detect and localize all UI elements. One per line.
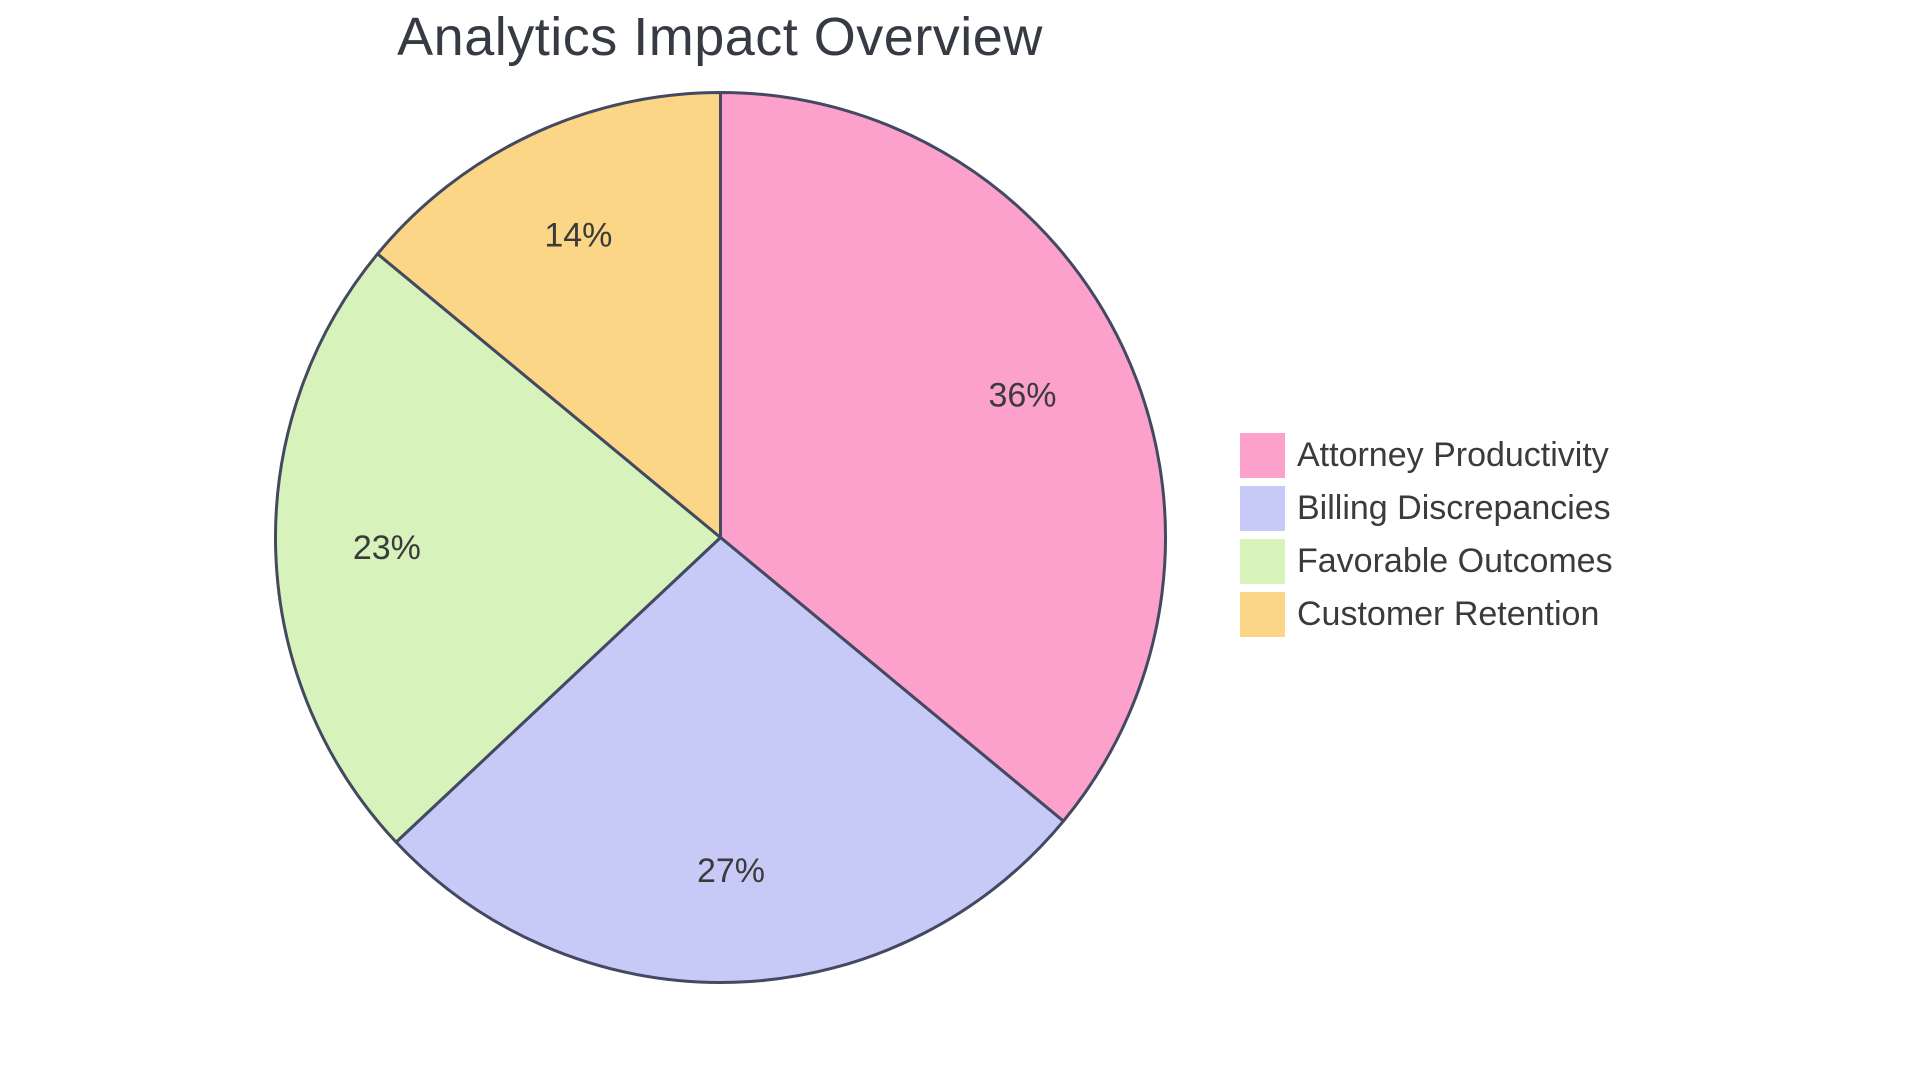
legend-item-0[interactable]: Attorney Productivity: [1240, 433, 1613, 478]
legend-item-1[interactable]: Billing Discrepancies: [1240, 486, 1613, 531]
legend: Attorney Productivity Billing Discrepanci…: [1240, 433, 1613, 637]
pie-slice-0[interactable]: [719, 91, 1167, 823]
slice-percent-label-0: 36%: [988, 376, 1056, 414]
slice-percent-label-2: 23%: [353, 529, 421, 567]
legend-item-2[interactable]: Favorable Outcomes: [1240, 539, 1613, 584]
legend-swatch-icon: [1240, 486, 1285, 531]
legend-swatch-icon: [1240, 539, 1285, 584]
pie-slice-1[interactable]: [394, 536, 1065, 984]
legend-swatch-icon: [1240, 433, 1285, 478]
slice-percent-label-1: 27%: [697, 852, 765, 890]
legend-label: Customer Retention: [1297, 595, 1600, 633]
legend-label: Favorable Outcomes: [1297, 542, 1613, 580]
legend-swatch-icon: [1240, 592, 1285, 637]
legend-label: Billing Discrepancies: [1297, 489, 1611, 527]
pie-slice-2[interactable]: [274, 252, 722, 844]
slice-percent-label-3: 14%: [544, 217, 612, 255]
chart-title: Analytics Impact Overview: [397, 7, 1043, 67]
legend-label: Attorney Productivity: [1297, 436, 1609, 474]
legend-item-3[interactable]: Customer Retention: [1240, 592, 1613, 637]
pie-slice-3[interactable]: [376, 91, 722, 539]
